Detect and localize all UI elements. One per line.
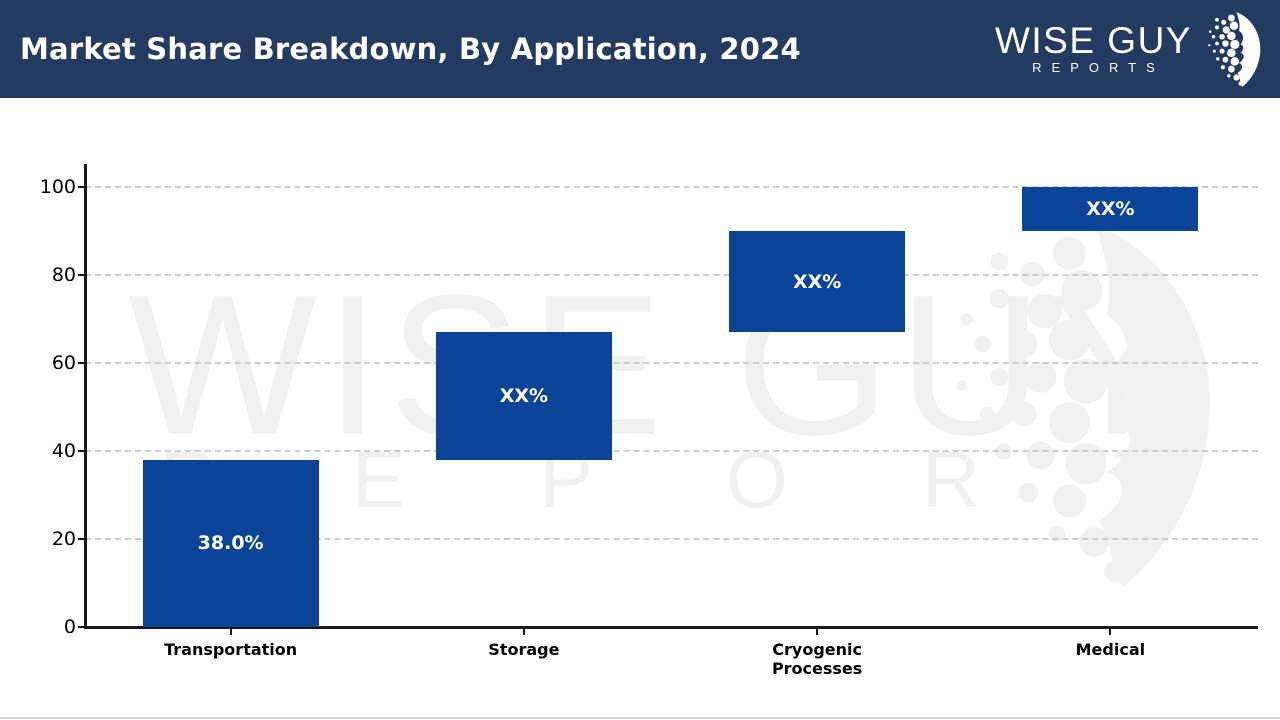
y-tick-mark <box>78 362 85 364</box>
x-axis-category-label: Transportation <box>164 640 298 659</box>
logo-reports-label: REPORTS <box>1032 60 1165 76</box>
y-tick-mark <box>78 274 85 276</box>
x-axis-line <box>84 626 1258 629</box>
logo-head-icon <box>1208 11 1261 87</box>
y-tick-mark <box>78 538 85 540</box>
gridline-80 <box>85 274 1258 276</box>
bar-medical: XX% <box>1022 187 1199 231</box>
y-axis-tick-label: 80 <box>51 264 76 286</box>
y-tick-mark <box>78 626 85 628</box>
gridline-60 <box>85 362 1258 364</box>
y-axis-tick-label: 0 <box>63 616 76 638</box>
wise-guy-reports-logo: WISE GUY REPORTS <box>995 11 1262 88</box>
bar-transportation: 38.0% <box>142 459 319 627</box>
bar-value-label: 38.0% <box>197 532 264 555</box>
header-bar: Market Share Breakdown, By Application, … <box>0 0 1280 98</box>
x-axis-category-label: Medical <box>1075 640 1146 659</box>
logo-text: WISE GUY REPORTS <box>995 22 1192 75</box>
gridline-20 <box>85 538 1258 540</box>
footer-divider <box>0 717 1280 719</box>
x-axis-category-label: Cryogenic Processes <box>771 640 863 678</box>
x-tick-mark <box>522 628 525 635</box>
bar-storage: XX% <box>435 332 612 460</box>
bar-value-label: XX% <box>1086 198 1135 220</box>
bar-value-label: XX% <box>792 270 842 293</box>
gridline-40 <box>85 450 1258 452</box>
y-axis-tick-label: 40 <box>51 440 76 462</box>
y-axis-tick-label: 60 <box>51 352 76 374</box>
x-tick-mark <box>816 628 819 635</box>
x-tick-mark <box>1109 628 1112 635</box>
bar-value-label: XX% <box>499 384 549 407</box>
y-axis-line <box>84 164 87 628</box>
gridline-100 <box>85 186 1258 188</box>
bar-cryogenic-processes: XX% <box>729 231 906 333</box>
page-title: Market Share Breakdown, By Application, … <box>20 32 801 66</box>
x-tick-mark <box>229 628 232 635</box>
x-axis-category-label: Storage <box>488 640 560 659</box>
y-axis-tick-label: 100 <box>39 176 76 198</box>
y-tick-mark <box>78 450 85 452</box>
y-tick-mark <box>78 186 85 188</box>
y-axis-tick-label: 20 <box>51 528 76 550</box>
logo-wiseguy-label: WISE GUY <box>994 20 1192 62</box>
